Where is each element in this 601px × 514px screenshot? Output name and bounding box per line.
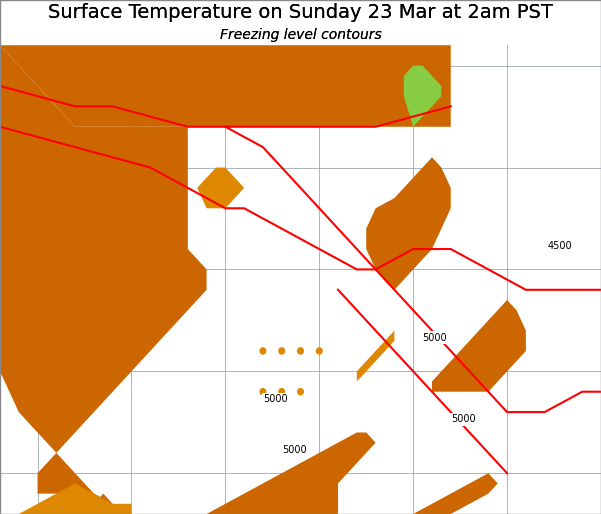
PathPatch shape [10,392,113,504]
Text: 5000: 5000 [282,445,307,455]
PathPatch shape [0,484,132,514]
Text: Surface Temperature on Sunday 23 Mar at 2am PST: Surface Temperature on Sunday 23 Mar at … [48,3,553,22]
PathPatch shape [0,45,451,127]
Text: 5000: 5000 [263,394,287,404]
PathPatch shape [188,432,376,514]
PathPatch shape [432,300,526,392]
PathPatch shape [413,473,498,514]
Circle shape [279,348,284,354]
Text: Freezing level contours: Freezing level contours [219,28,382,42]
PathPatch shape [404,66,441,127]
PathPatch shape [357,331,394,381]
PathPatch shape [366,157,451,290]
Text: Surface Temperature on Sunday 23 Mar at 2am PST: Surface Temperature on Sunday 23 Mar at … [48,3,553,22]
Circle shape [297,389,304,395]
Circle shape [279,389,284,395]
PathPatch shape [0,45,207,504]
Text: 5000: 5000 [423,333,447,343]
Circle shape [260,389,266,395]
Text: 5000: 5000 [451,414,475,424]
Circle shape [317,348,322,354]
Text: 4500: 4500 [548,241,572,251]
PathPatch shape [197,168,244,208]
Circle shape [297,348,304,354]
Text: Freezing level contours: Freezing level contours [219,28,382,42]
Circle shape [260,348,266,354]
